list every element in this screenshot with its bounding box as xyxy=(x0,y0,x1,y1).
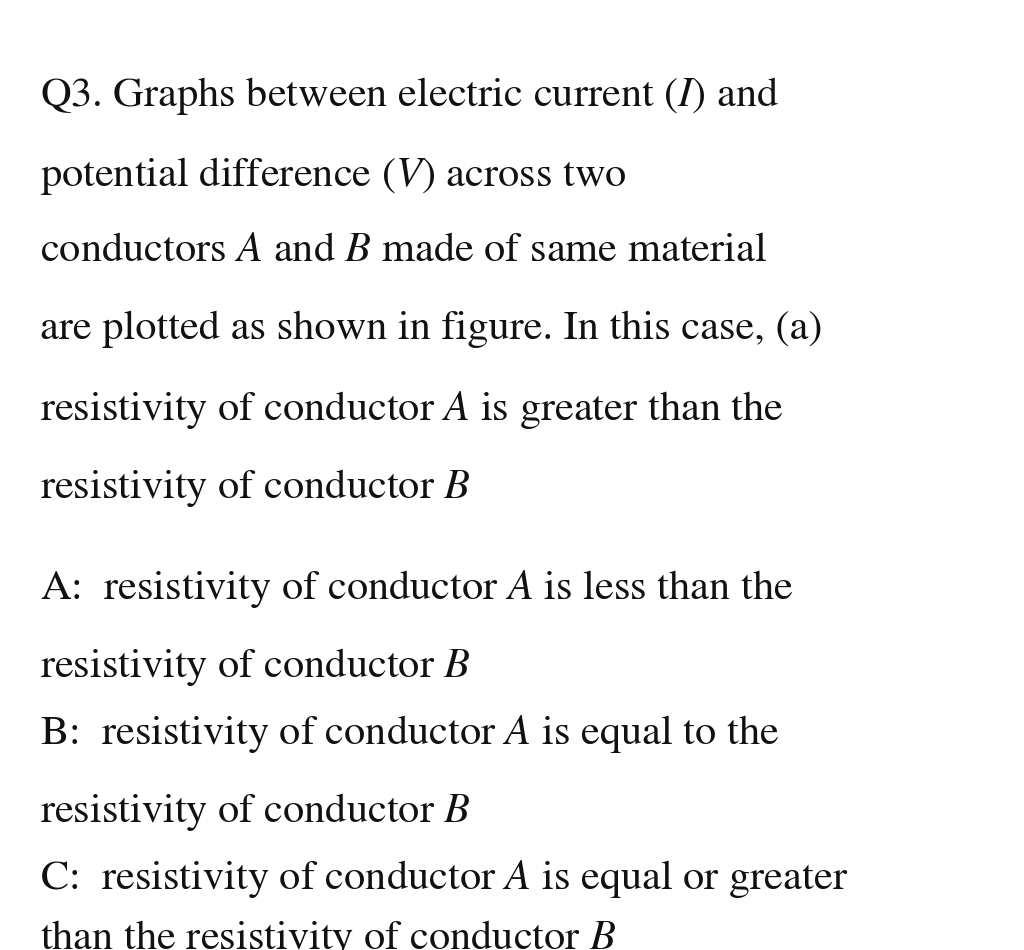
Text: resistivity of conductor $\mathit{B}$: resistivity of conductor $\mathit{B}$ xyxy=(40,646,471,688)
Text: potential difference $(V)$ across two: potential difference $(V)$ across two xyxy=(40,155,627,197)
Text: Q3. Graphs between electric current $(I)$ and: Q3. Graphs between electric current $(I)… xyxy=(40,75,779,117)
Text: B:  resistivity of conductor $\mathit{A}$ is equal to the: B: resistivity of conductor $\mathit{A}$… xyxy=(40,713,779,755)
Text: A:  resistivity of conductor $\mathit{A}$ is less than the: A: resistivity of conductor $\mathit{A}$… xyxy=(40,568,794,610)
Text: resistivity of conductor $\mathit{B}$: resistivity of conductor $\mathit{B}$ xyxy=(40,791,471,833)
Text: conductors $\mathit{A}$ and $\mathit{B}$ made of same material: conductors $\mathit{A}$ and $\mathit{B}$… xyxy=(40,233,767,271)
Text: C:  resistivity of conductor $\mathit{A}$ is equal or greater: C: resistivity of conductor $\mathit{A}$… xyxy=(40,858,848,900)
Text: resistivity of conductor $\mathit{A}$ is greater than the: resistivity of conductor $\mathit{A}$ is… xyxy=(40,389,783,431)
Text: are plotted as shown in figure. In this case, (a): are plotted as shown in figure. In this … xyxy=(40,311,822,349)
Text: than the resistivity of conductor $\mathit{B}$: than the resistivity of conductor $\math… xyxy=(40,918,616,950)
Text: resistivity of conductor $\mathit{B}$: resistivity of conductor $\mathit{B}$ xyxy=(40,467,471,509)
